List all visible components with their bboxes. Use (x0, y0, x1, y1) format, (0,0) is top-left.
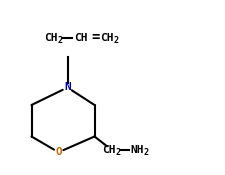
Text: 2: 2 (114, 36, 119, 45)
Text: N: N (64, 82, 71, 93)
Text: 2: 2 (144, 148, 149, 157)
Text: 2: 2 (116, 148, 121, 157)
Text: CH: CH (102, 145, 116, 155)
Text: =: = (92, 30, 100, 44)
Text: CH: CH (44, 33, 57, 43)
Text: CH: CH (74, 33, 87, 43)
Text: NH: NH (130, 145, 144, 155)
Text: O: O (55, 147, 62, 157)
Text: 2: 2 (57, 36, 62, 45)
Text: CH: CH (100, 33, 114, 43)
